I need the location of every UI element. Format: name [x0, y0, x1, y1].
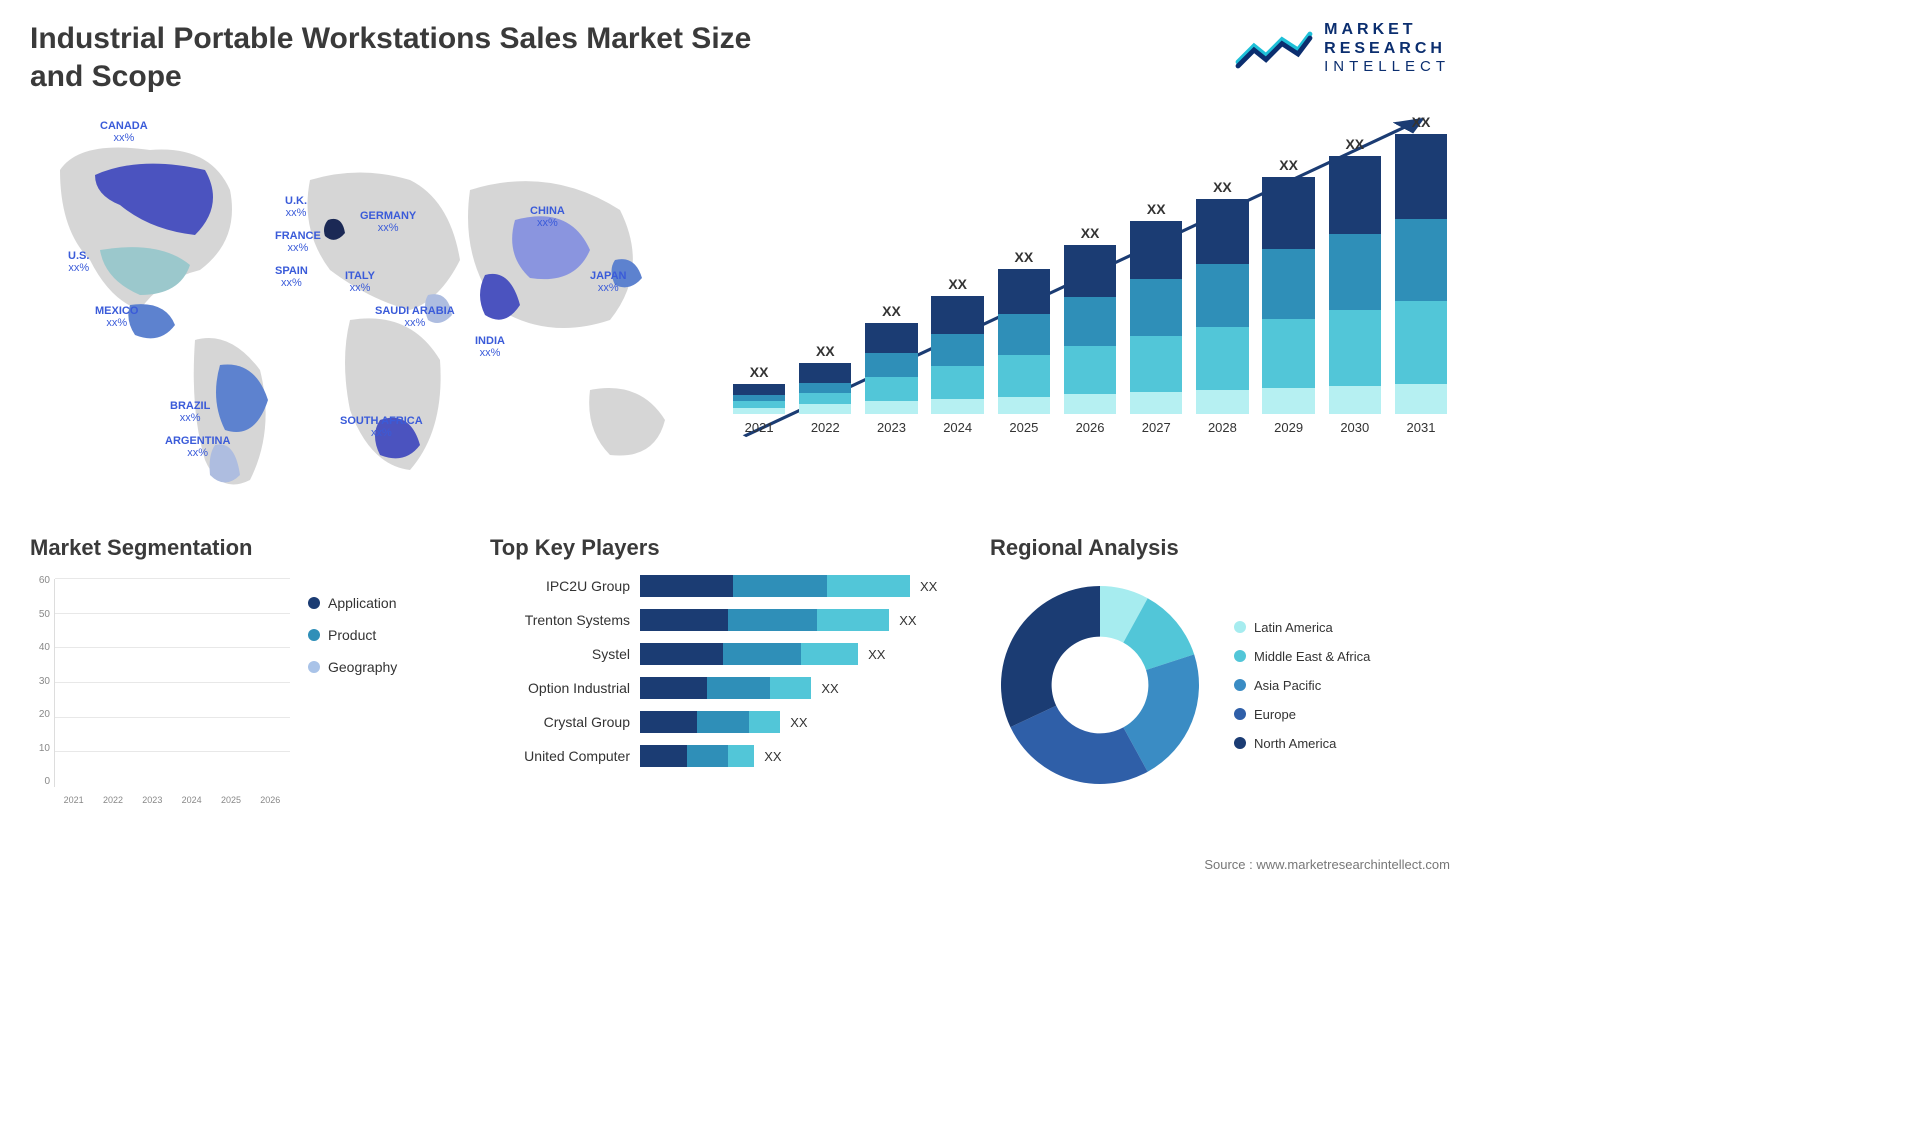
map-label-argentina: ARGENTINAxx% — [165, 435, 230, 459]
seg-legend-item: Application — [308, 595, 397, 611]
player-name: United Computer — [490, 748, 630, 764]
bar-value-label: XX — [1015, 249, 1034, 265]
regional-panel: Regional Analysis Latin America Middle Ea… — [990, 535, 1450, 805]
map-label-brazil: BRAZILxx% — [170, 400, 210, 424]
bar-year-label: 2024 — [943, 420, 972, 435]
market-size-chart: XX 2021 XX 2022 XX 2023 XX 2024 XX 2025 XX 2026 XX 20… — [730, 105, 1450, 515]
market-bar-2029: XX 2029 — [1260, 157, 1318, 435]
map-label-saudiarabia: SAUDI ARABIAxx% — [375, 305, 455, 329]
market-bar-2022: XX 2022 — [796, 343, 854, 435]
bar-year-label: 2027 — [1142, 420, 1171, 435]
logo-icon — [1234, 21, 1314, 76]
market-bar-2023: XX 2023 — [862, 303, 920, 435]
map-label-us: U.S.xx% — [68, 250, 89, 274]
seg-legend-item: Geography — [308, 659, 397, 675]
bar-value-label: XX — [816, 343, 835, 359]
bar-value-label: XX — [750, 364, 769, 380]
bottom-row: Market Segmentation 6050403020100 202120… — [30, 535, 1450, 805]
market-bar-2024: XX 2024 — [929, 276, 987, 435]
market-bar-2021: XX 2021 — [730, 364, 788, 435]
header: Industrial Portable Workstations Sales M… — [30, 20, 1450, 95]
world-map: CANADAxx% U.S.xx% MEXICOxx% BRAZILxx% ARGENT… — [30, 105, 690, 515]
player-value: XX — [868, 647, 885, 662]
bar-year-label: 2029 — [1274, 420, 1303, 435]
map-label-mexico: MEXICOxx% — [95, 305, 138, 329]
seg-legend-item: Product — [308, 627, 397, 643]
market-bar-2030: XX 2030 — [1326, 136, 1384, 435]
top-row: CANADAxx% U.S.xx% MEXICOxx% BRAZILxx% ARGENT… — [30, 105, 1450, 515]
segmentation-legend: Application Product Geography — [308, 595, 397, 805]
bar-year-label: 2031 — [1407, 420, 1436, 435]
segmentation-chart: 6050403020100 202120222023202420252026 — [30, 575, 290, 805]
player-row: Trenton Systems XX — [490, 609, 960, 631]
logo-line2: RESEARCH — [1324, 39, 1450, 58]
region-legend-item: Latin America — [1234, 620, 1370, 635]
map-label-italy: ITALYxx% — [345, 270, 375, 294]
player-value: XX — [899, 613, 916, 628]
player-value: XX — [764, 749, 781, 764]
player-row: Crystal Group XX — [490, 711, 960, 733]
region-legend-item: Asia Pacific — [1234, 678, 1370, 693]
map-label-india: INDIAxx% — [475, 335, 505, 359]
key-players-panel: Top Key Players IPC2U GroupXXTrenton Sys… — [490, 535, 960, 805]
bar-value-label: XX — [1213, 179, 1232, 195]
market-bar-2025: XX 2025 — [995, 249, 1053, 435]
segmentation-title: Market Segmentation — [30, 535, 460, 561]
page-title: Industrial Portable Workstations Sales M… — [30, 20, 780, 95]
bar-value-label: XX — [1412, 114, 1431, 130]
bar-year-label: 2030 — [1340, 420, 1369, 435]
bar-value-label: XX — [1345, 136, 1364, 152]
bar-year-label: 2026 — [1076, 420, 1105, 435]
bar-value-label: XX — [1081, 225, 1100, 241]
market-bar-2031: XX 2031 — [1392, 114, 1450, 435]
map-label-china: CHINAxx% — [530, 205, 565, 229]
map-label-southafrica: SOUTH AFRICAxx% — [340, 415, 423, 439]
map-label-uk: U.K.xx% — [285, 195, 307, 219]
bar-year-label: 2022 — [811, 420, 840, 435]
map-label-france: FRANCExx% — [275, 230, 321, 254]
player-value: XX — [920, 579, 937, 594]
market-bar-2028: XX 2028 — [1193, 179, 1251, 435]
key-players-list: IPC2U GroupXXTrenton SystemsXXSystelXXOp… — [490, 575, 960, 767]
player-value: XX — [790, 715, 807, 730]
donut-slice — [1001, 586, 1100, 727]
player-name: Crystal Group — [490, 714, 630, 730]
player-name: Trenton Systems — [490, 612, 630, 628]
bar-year-label: 2028 — [1208, 420, 1237, 435]
market-bar-2026: XX 2026 — [1061, 225, 1119, 435]
bar-value-label: XX — [948, 276, 967, 292]
player-name: Option Industrial — [490, 680, 630, 696]
segmentation-panel: Market Segmentation 6050403020100 202120… — [30, 535, 460, 805]
map-label-japan: JAPANxx% — [590, 270, 626, 294]
player-value: XX — [821, 681, 838, 696]
market-bar-2027: XX 2027 — [1127, 201, 1185, 435]
logo-text: MARKET RESEARCH INTELLECT — [1324, 20, 1450, 76]
region-legend-item: Europe — [1234, 707, 1370, 722]
source-attribution: Source : www.marketresearchintellect.com — [1204, 857, 1450, 872]
region-legend-item: Middle East & Africa — [1234, 649, 1370, 664]
player-name: IPC2U Group — [490, 578, 630, 594]
bar-year-label: 2021 — [745, 420, 774, 435]
regional-legend: Latin America Middle East & Africa Asia Pa… — [1234, 620, 1370, 751]
bar-value-label: XX — [1279, 157, 1298, 173]
player-name: Systel — [490, 646, 630, 662]
regional-title: Regional Analysis — [990, 535, 1450, 561]
player-row: IPC2U Group XX — [490, 575, 960, 597]
logo: MARKET RESEARCH INTELLECT — [1234, 20, 1450, 76]
key-players-title: Top Key Players — [490, 535, 960, 561]
map-label-spain: SPAINxx% — [275, 265, 308, 289]
region-legend-item: North America — [1234, 736, 1370, 751]
map-label-canada: CANADAxx% — [100, 120, 148, 144]
bar-year-label: 2023 — [877, 420, 906, 435]
logo-line3: INTELLECT — [1324, 58, 1450, 76]
player-row: Option Industrial XX — [490, 677, 960, 699]
logo-line1: MARKET — [1324, 20, 1450, 39]
player-row: Systel XX — [490, 643, 960, 665]
player-row: United Computer XX — [490, 745, 960, 767]
bar-year-label: 2025 — [1009, 420, 1038, 435]
regional-donut-chart — [990, 575, 1210, 795]
bar-value-label: XX — [882, 303, 901, 319]
map-label-germany: GERMANYxx% — [360, 210, 416, 234]
bar-value-label: XX — [1147, 201, 1166, 217]
